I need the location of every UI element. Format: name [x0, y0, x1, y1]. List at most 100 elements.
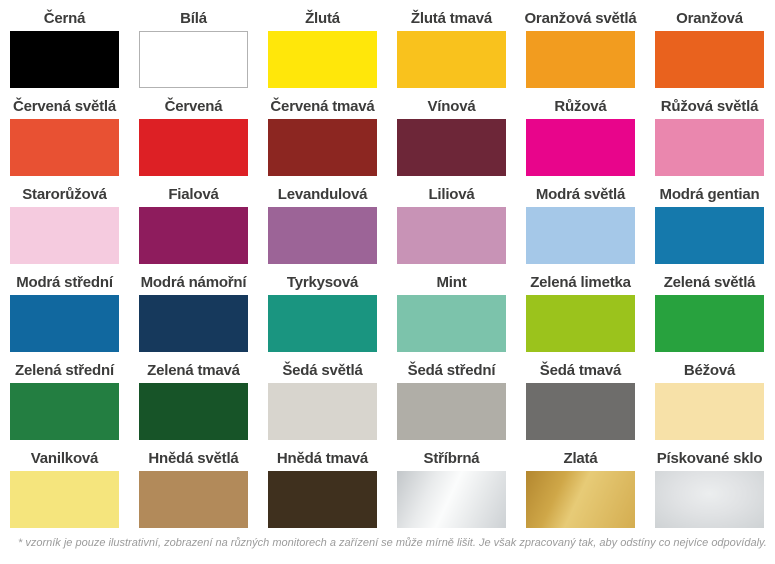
- swatch-label: Modrá gentian: [659, 186, 760, 203]
- color-swatch: [139, 119, 248, 176]
- swatch-label: Šedá střední: [407, 362, 496, 379]
- palette-cell: Modrá střední: [10, 264, 119, 352]
- swatch-label: Vanilková: [30, 450, 99, 467]
- color-palette-grid: Černá Bílá Žlutá Žlutá tmavá Oranžová sv…: [10, 0, 764, 528]
- palette-cell: Žlutá: [268, 0, 377, 88]
- color-swatch-silver: [397, 471, 506, 528]
- palette-cell: Modrá gentian: [655, 176, 764, 264]
- swatch-label: Červená světlá: [12, 98, 117, 115]
- swatch-label: Starorůžová: [22, 186, 107, 203]
- palette-cell: Tyrkysová: [268, 264, 377, 352]
- palette-cell: Červená světlá: [10, 88, 119, 176]
- swatch-label: Šedá tmavá: [539, 362, 622, 379]
- swatch-label: Šedá světlá: [282, 362, 363, 379]
- swatch-label: Hnědá světlá: [148, 450, 239, 467]
- color-swatch: [10, 295, 119, 352]
- color-swatch: [655, 31, 764, 88]
- palette-cell: Oranžová: [655, 0, 764, 88]
- color-swatch: [10, 471, 119, 528]
- swatch-label: Oranžová: [676, 10, 743, 27]
- swatch-label: Modrá světlá: [535, 186, 626, 203]
- palette-cell: Růžová světlá: [655, 88, 764, 176]
- swatch-label: Pískované sklo: [656, 450, 763, 467]
- swatch-label: Zlatá: [563, 450, 598, 467]
- swatch-label: Zelená střední: [15, 362, 114, 379]
- color-swatch: [526, 31, 635, 88]
- swatch-label: Zelená světlá: [663, 274, 756, 291]
- swatch-label: Liliová: [428, 186, 475, 203]
- palette-cell: Levandulová: [268, 176, 377, 264]
- palette-cell: Vínová: [397, 88, 506, 176]
- palette-cell: Béžová: [655, 352, 764, 440]
- color-swatch-glass: [655, 471, 764, 528]
- color-swatch: [10, 31, 119, 88]
- palette-cell: Šedá světlá: [268, 352, 377, 440]
- palette-cell: Zlatá: [526, 440, 635, 528]
- palette-cell: Starorůžová: [10, 176, 119, 264]
- swatch-label: Zelená tmavá: [147, 362, 240, 379]
- swatch-label: Modrá střední: [16, 274, 113, 291]
- swatch-label: Růžová: [554, 98, 607, 115]
- color-swatch: [268, 295, 377, 352]
- color-swatch: [397, 119, 506, 176]
- color-swatch: [10, 207, 119, 264]
- palette-cell: Šedá střední: [397, 352, 506, 440]
- color-swatch: [268, 471, 377, 528]
- palette-cell: Mint: [397, 264, 506, 352]
- palette-cell: Fialová: [139, 176, 248, 264]
- palette-cell: Zelená limetka: [526, 264, 635, 352]
- palette-cell: Stříbrná: [397, 440, 506, 528]
- palette-cell: Hnědá tmavá: [268, 440, 377, 528]
- color-swatch: [655, 119, 764, 176]
- color-swatch: [268, 31, 377, 88]
- color-swatch: [526, 383, 635, 440]
- palette-cell: Oranžová světlá: [524, 0, 637, 88]
- palette-cell: Zelená střední: [10, 352, 119, 440]
- palette-cell: Šedá tmavá: [526, 352, 635, 440]
- swatch-label: Červená: [164, 98, 223, 115]
- swatch-label: Hnědá tmavá: [276, 450, 369, 467]
- swatch-label: Vínová: [427, 98, 476, 115]
- swatch-label: Béžová: [683, 362, 736, 379]
- color-swatch: [10, 383, 119, 440]
- palette-cell: Červená: [139, 88, 248, 176]
- color-swatch: [139, 471, 248, 528]
- palette-cell: Modrá námořní: [139, 264, 248, 352]
- palette-cell: Vanilková: [10, 440, 119, 528]
- color-swatch: [655, 383, 764, 440]
- color-swatch: [397, 31, 506, 88]
- color-swatch: [268, 383, 377, 440]
- color-swatch: [139, 295, 248, 352]
- swatch-label: Červená tmavá: [270, 98, 375, 115]
- swatch-label: Fialová: [168, 186, 219, 203]
- color-swatch: [10, 119, 119, 176]
- color-swatch: [655, 207, 764, 264]
- palette-cell: Pískované sklo: [655, 440, 764, 528]
- color-swatch: [526, 295, 635, 352]
- color-swatch-gold: [526, 471, 635, 528]
- swatch-label: Levandulová: [277, 186, 368, 203]
- swatch-label: Zelená limetka: [530, 274, 631, 291]
- color-swatch: [397, 383, 506, 440]
- palette-cell: Hnědá světlá: [139, 440, 248, 528]
- swatch-label: Modrá námořní: [140, 274, 247, 291]
- color-swatch: [397, 295, 506, 352]
- color-swatch: [526, 119, 635, 176]
- swatch-label: Růžová světlá: [660, 98, 759, 115]
- swatch-label: Stříbrná: [423, 450, 480, 467]
- palette-cell: Zelená tmavá: [139, 352, 248, 440]
- disclaimer-footnote: * vzorník je pouze ilustrativní, zobraze…: [18, 537, 767, 549]
- palette-cell: Liliová: [397, 176, 506, 264]
- color-swatch: [139, 383, 248, 440]
- palette-cell: Černá: [10, 0, 119, 88]
- swatch-label: Tyrkysová: [286, 274, 359, 291]
- color-swatch: [139, 31, 248, 88]
- color-swatch: [139, 207, 248, 264]
- palette-cell: Červená tmavá: [268, 88, 377, 176]
- color-swatch: [268, 119, 377, 176]
- color-swatch: [268, 207, 377, 264]
- swatch-label: Mint: [436, 274, 467, 291]
- swatch-label: Oranžová světlá: [524, 10, 637, 27]
- palette-cell: Modrá světlá: [526, 176, 635, 264]
- swatch-label: Žlutá tmavá: [410, 10, 493, 27]
